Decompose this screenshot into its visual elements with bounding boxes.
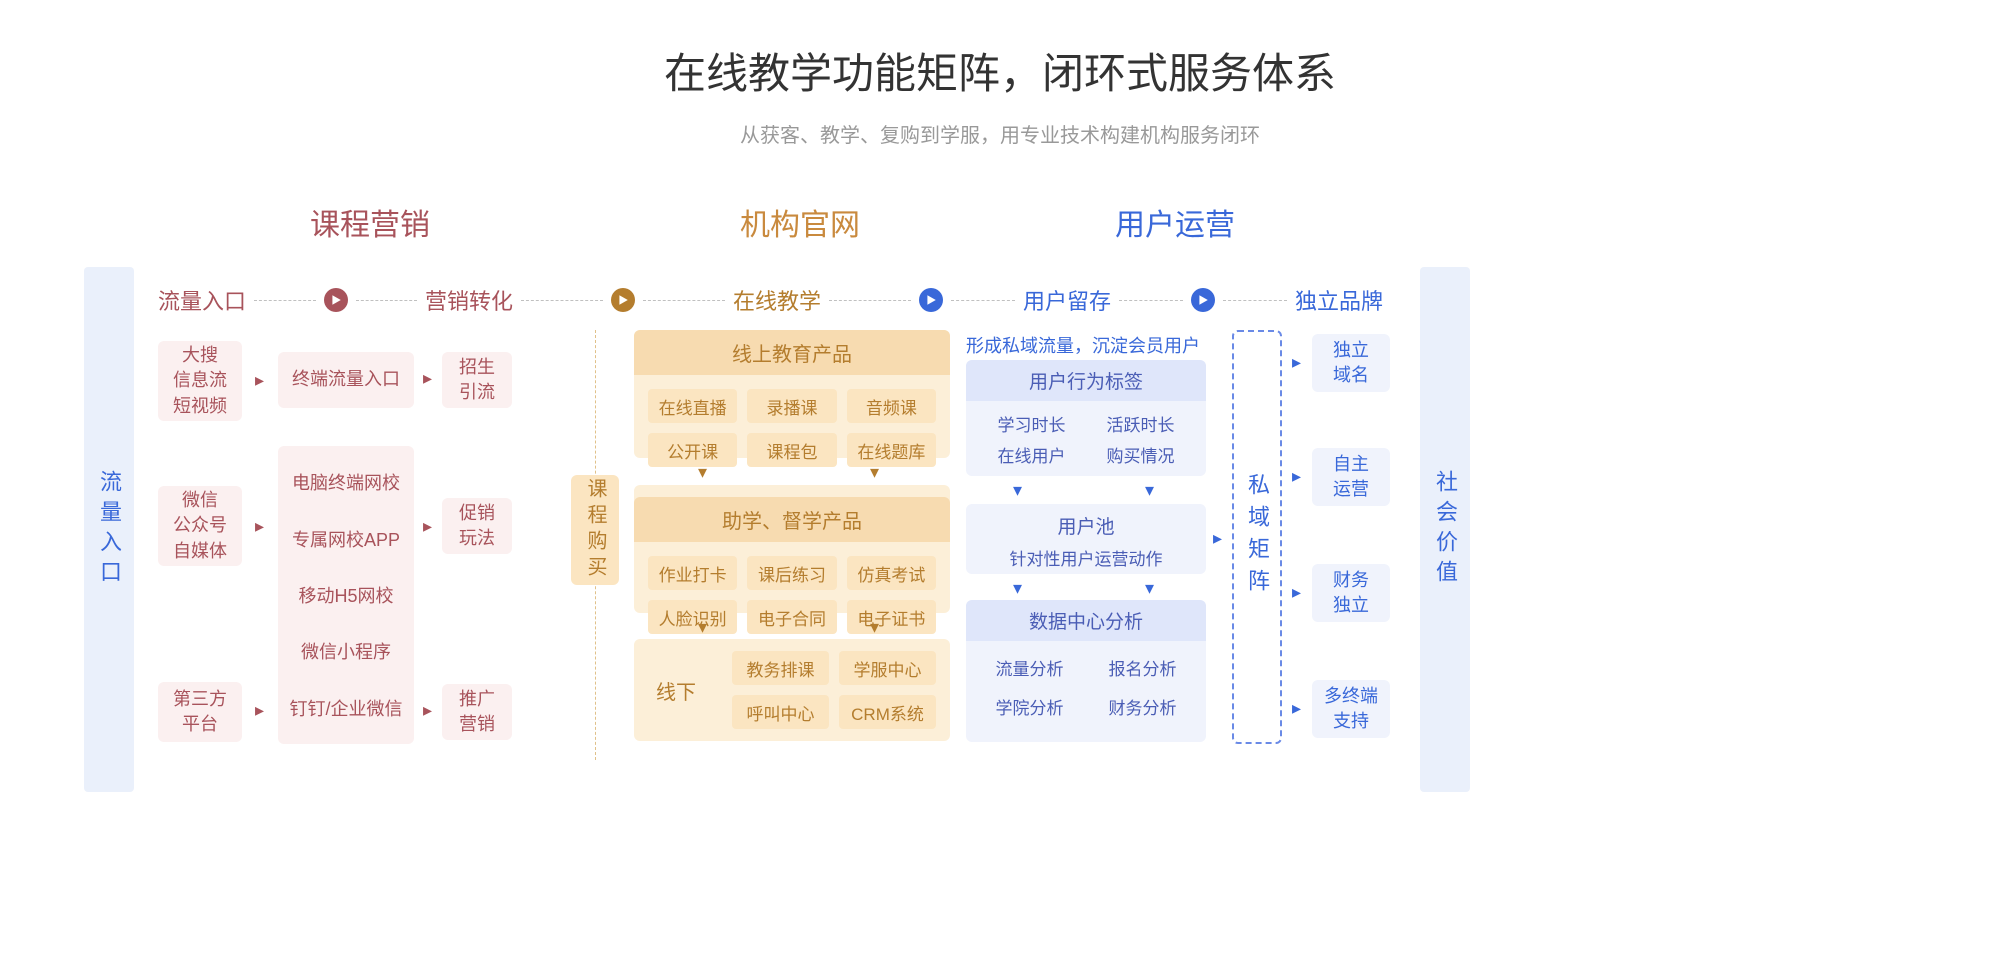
head-brand: 独立品牌: [1295, 284, 1383, 316]
caret-right-icon: ▸: [255, 516, 264, 537]
caret-right-icon: ▸: [1213, 528, 1222, 549]
chip: 电子证书: [847, 600, 936, 634]
section-website: 机构官网: [740, 200, 860, 244]
chip: 呼叫中心: [732, 695, 829, 729]
pool-panel: 用户池 针对性用户运营动作: [966, 504, 1206, 574]
brand-item-3: 多终端 支持: [1312, 680, 1390, 738]
chip: 人脸识别: [648, 600, 737, 634]
section-marketing: 课程营销: [310, 200, 430, 244]
behavior-title: 用户行为标签: [966, 360, 1206, 401]
course-buy-box: 课程购买: [571, 475, 619, 585]
data-item: 流量分析: [980, 655, 1079, 680]
caret-right-icon: ▸: [255, 700, 264, 721]
retention-tagline: 形成私域流量，沉淀会员用户: [966, 332, 1200, 358]
head-teach: 在线教学: [733, 284, 821, 316]
tag-item: 在线用户: [980, 442, 1083, 467]
head-retain: 用户留存: [1023, 284, 1111, 316]
page-subtitle: 从获客、教学、复购到学服，用专业技术构建机构服务闭环: [0, 119, 2000, 148]
tag-item: 购买情况: [1089, 442, 1192, 467]
traffic-item-1: 微信 公众号 自媒体: [158, 486, 242, 566]
play-icon: [919, 288, 943, 312]
traffic-item-2: 第三方 平台: [158, 682, 242, 742]
panel-assist: 助学、督学产品 作业打卡 课后练习 仿真考试 人脸识别 电子合同 电子证书: [634, 485, 950, 613]
caret-down-icon: ▾: [870, 462, 879, 483]
behavior-panel: 用户行为标签 学习时长 活跃时长 在线用户 购买情况: [966, 360, 1206, 476]
data-title: 数据中心分析: [966, 600, 1206, 641]
brand-item-2: 财务 独立: [1312, 564, 1390, 622]
terminal-item: 移动H5网校: [278, 582, 414, 608]
chip: CRM系统: [839, 695, 936, 729]
caret-down-icon: ▾: [1013, 578, 1022, 599]
terminal-top: 终端流量入口: [278, 352, 414, 408]
caret-right-icon: ▸: [255, 370, 264, 391]
panel-assist-title: 助学、督学产品: [634, 497, 950, 542]
caret-right-icon: ▸: [1292, 698, 1301, 719]
caret-down-icon: ▾: [870, 617, 879, 638]
data-item: 学院分析: [980, 694, 1079, 719]
brand-item-0: 独立 域名: [1312, 334, 1390, 392]
section-operation: 用户运营: [1115, 200, 1235, 244]
convert-item-0: 招生 引流: [442, 352, 512, 408]
caret-right-icon: ▸: [1292, 466, 1301, 487]
chip: 公开课: [648, 433, 737, 467]
panel-offline-title: 线下: [634, 639, 718, 741]
pool-title: 用户池: [966, 504, 1206, 539]
left-pillar: 流量入口: [84, 267, 134, 792]
panel-online: 线上教育产品 在线直播 录播课 音频课 公开课 课程包 在线题库: [634, 330, 950, 458]
chip: 音频课: [847, 389, 936, 423]
page-title: 在线教学功能矩阵，闭环式服务体系: [0, 0, 2000, 101]
chip: 录播课: [747, 389, 836, 423]
terminal-item: 微信小程序: [278, 638, 414, 664]
convert-item-1: 促销 玩法: [442, 498, 512, 554]
pool-sub: 针对性用户运营动作: [966, 539, 1206, 570]
play-icon: [611, 288, 635, 312]
traffic-item-0: 大搜 信息流 短视频: [158, 341, 242, 421]
brand-item-1: 自主 运营: [1312, 448, 1390, 506]
data-item: 财务分析: [1093, 694, 1192, 719]
caret-right-icon: ▸: [1292, 352, 1301, 373]
caret-down-icon: ▾: [1013, 480, 1022, 501]
play-icon: [1191, 288, 1215, 312]
data-item: 报名分析: [1093, 655, 1192, 680]
chip: 电子合同: [747, 600, 836, 634]
terminal-item: 专属网校APP: [278, 526, 414, 552]
chip: 学服中心: [839, 651, 936, 685]
caret-down-icon: ▾: [1145, 480, 1154, 501]
head-convert: 营销转化: [425, 284, 513, 316]
convert-item-2: 推广 营销: [442, 684, 512, 740]
caret-down-icon: ▾: [1145, 578, 1154, 599]
chip: 课后练习: [747, 556, 836, 590]
caret-right-icon: ▸: [423, 700, 432, 721]
terminal-item: 电脑终端网校: [278, 469, 414, 495]
play-icon: [324, 288, 348, 312]
caret-right-icon: ▸: [423, 516, 432, 537]
caret-down-icon: ▾: [698, 617, 707, 638]
caret-down-icon: ▾: [698, 462, 707, 483]
caret-right-icon: ▸: [423, 368, 432, 389]
chip: 仿真考试: [847, 556, 936, 590]
data-panel: 数据中心分析 流量分析 报名分析 学院分析 财务分析: [966, 600, 1206, 742]
chip: 课程包: [747, 433, 836, 467]
chip: 在线题库: [847, 433, 936, 467]
terminal-list: 电脑终端网校 专属网校APP 移动H5网校 微信小程序 钉钉/企业微信: [278, 446, 414, 744]
chip: 在线直播: [648, 389, 737, 423]
chip: 作业打卡: [648, 556, 737, 590]
right-pillar: 社会价值: [1420, 267, 1470, 792]
tag-item: 活跃时长: [1089, 411, 1192, 436]
caret-right-icon: ▸: [1292, 582, 1301, 603]
panel-offline: 线下 教务排课 学服中心 呼叫中心 CRM系统: [634, 639, 950, 741]
tag-item: 学习时长: [980, 411, 1083, 436]
private-matrix-col: 私域矩阵: [1232, 330, 1282, 744]
terminal-item: 钉钉/企业微信: [278, 695, 414, 721]
panel-online-title: 线上教育产品: [634, 330, 950, 375]
head-traffic: 流量入口: [158, 284, 246, 316]
chip: 教务排课: [732, 651, 829, 685]
